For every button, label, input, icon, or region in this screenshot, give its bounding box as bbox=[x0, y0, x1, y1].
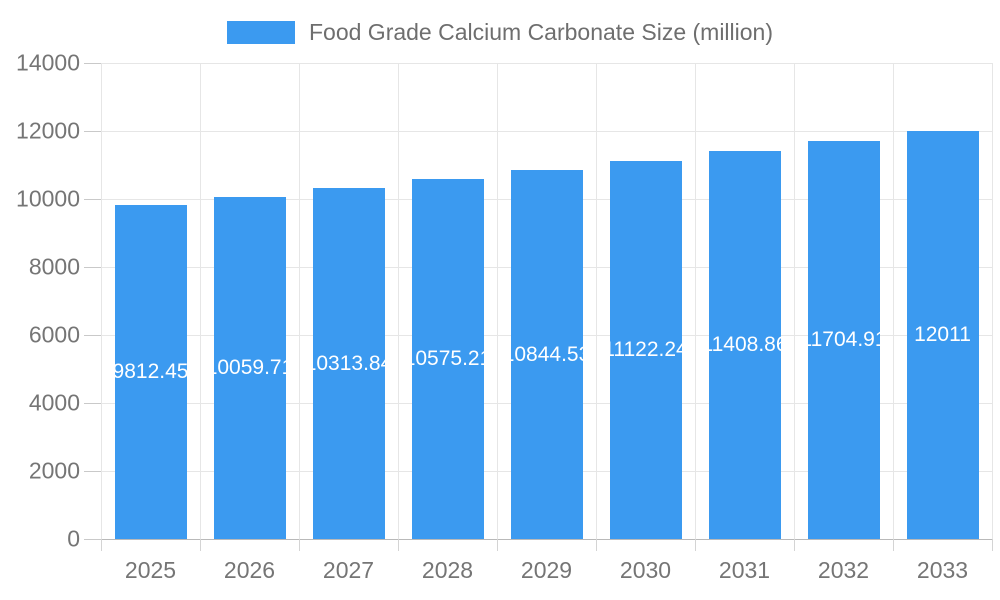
gridline-y-14000 bbox=[101, 63, 992, 64]
gridline-y-12000 bbox=[101, 131, 992, 132]
bar-2025[interactable]: 9812.45 bbox=[114, 205, 187, 539]
y-tick-mark bbox=[84, 267, 101, 268]
x-tick-mark bbox=[398, 539, 399, 551]
x-axis-line bbox=[101, 539, 992, 540]
x-tick-mark bbox=[695, 539, 696, 551]
x-tick-label-2028: 2028 bbox=[421, 557, 474, 583]
x-tick-label-2031: 2031 bbox=[718, 557, 771, 583]
gridline-x bbox=[101, 63, 102, 539]
x-tick-mark bbox=[893, 539, 894, 551]
y-tick-mark bbox=[84, 471, 101, 472]
legend-item[interactable]: Food Grade Calcium Carbonate Size (milli… bbox=[226, 19, 774, 45]
bar-2033[interactable]: 12011 bbox=[906, 130, 979, 539]
gridline-x bbox=[596, 63, 597, 539]
plot-area: 9812.45 10059.71 10313.84 10575.21 10844.53 1… bbox=[101, 63, 993, 540]
x-tick-mark bbox=[299, 539, 300, 551]
bar-value-label: 10313.84 bbox=[313, 351, 385, 375]
gridline-x bbox=[497, 63, 498, 539]
x-tick-mark bbox=[101, 539, 102, 551]
x-tick-mark bbox=[497, 539, 498, 551]
y-tick-label-0: 0 bbox=[67, 525, 80, 552]
x-tick-label-2030: 2030 bbox=[619, 557, 672, 583]
bar-value-label: 9812.45 bbox=[114, 360, 187, 384]
bar-value-label: 11122.24 bbox=[610, 337, 682, 361]
y-tick-mark bbox=[84, 539, 101, 540]
x-tick-label-2033: 2033 bbox=[916, 557, 969, 583]
gridline-x bbox=[299, 63, 300, 539]
legend-label: Food Grade Calcium Carbonate Size (milli… bbox=[308, 19, 774, 45]
gridline-x bbox=[794, 63, 795, 539]
bar-2031[interactable]: 11408.86 bbox=[708, 151, 781, 539]
y-tick-mark bbox=[84, 403, 101, 404]
bar-value-label: 10575.21 bbox=[412, 347, 484, 371]
y-tick-label-10000: 10000 bbox=[16, 185, 80, 212]
x-tick-label-2032: 2032 bbox=[817, 557, 870, 583]
gridline-x bbox=[398, 63, 399, 539]
y-tick-label-2000: 2000 bbox=[28, 457, 80, 484]
x-tick-label-2025: 2025 bbox=[124, 557, 177, 583]
bar-value-label: 11704.91 bbox=[808, 328, 880, 352]
y-tick-label-6000: 6000 bbox=[28, 321, 80, 348]
y-tick-label-12000: 12000 bbox=[16, 117, 80, 144]
bar-value-label: 10059.71 bbox=[214, 355, 286, 379]
gridline-x bbox=[893, 63, 894, 539]
y-tick-label-4000: 4000 bbox=[28, 389, 80, 416]
chart-legend: Food Grade Calcium Carbonate Size (milli… bbox=[0, 21, 1000, 44]
x-tick-label-2027: 2027 bbox=[322, 557, 375, 583]
bar-2028[interactable]: 10575.21 bbox=[411, 179, 484, 539]
bar-2026[interactable]: 10059.71 bbox=[213, 196, 286, 539]
gridline-x bbox=[992, 63, 993, 539]
x-tick-mark bbox=[992, 539, 993, 551]
bar-2027[interactable]: 10313.84 bbox=[312, 188, 385, 539]
bar-value-label: 10844.53 bbox=[511, 342, 583, 366]
bar-2030[interactable]: 11122.24 bbox=[609, 160, 682, 539]
x-tick-label-2029: 2029 bbox=[520, 557, 573, 583]
x-tick-mark bbox=[200, 539, 201, 551]
gridline-x bbox=[695, 63, 696, 539]
y-tick-mark bbox=[84, 199, 101, 200]
y-tick-mark bbox=[84, 335, 101, 336]
x-tick-mark bbox=[596, 539, 597, 551]
y-tick-label-8000: 8000 bbox=[28, 253, 80, 280]
x-tick-mark bbox=[794, 539, 795, 551]
bar-2032[interactable]: 11704.91 bbox=[807, 141, 880, 539]
bar-2029[interactable]: 10844.53 bbox=[510, 170, 583, 539]
legend-swatch bbox=[226, 21, 295, 44]
bar-value-label: 12011 bbox=[914, 322, 971, 346]
y-tick-label-14000: 14000 bbox=[16, 49, 80, 76]
y-tick-mark bbox=[84, 131, 101, 132]
x-tick-label-2026: 2026 bbox=[223, 557, 276, 583]
gridline-x bbox=[200, 63, 201, 539]
y-tick-mark bbox=[84, 63, 101, 64]
bar-value-label: 11408.86 bbox=[709, 333, 781, 357]
